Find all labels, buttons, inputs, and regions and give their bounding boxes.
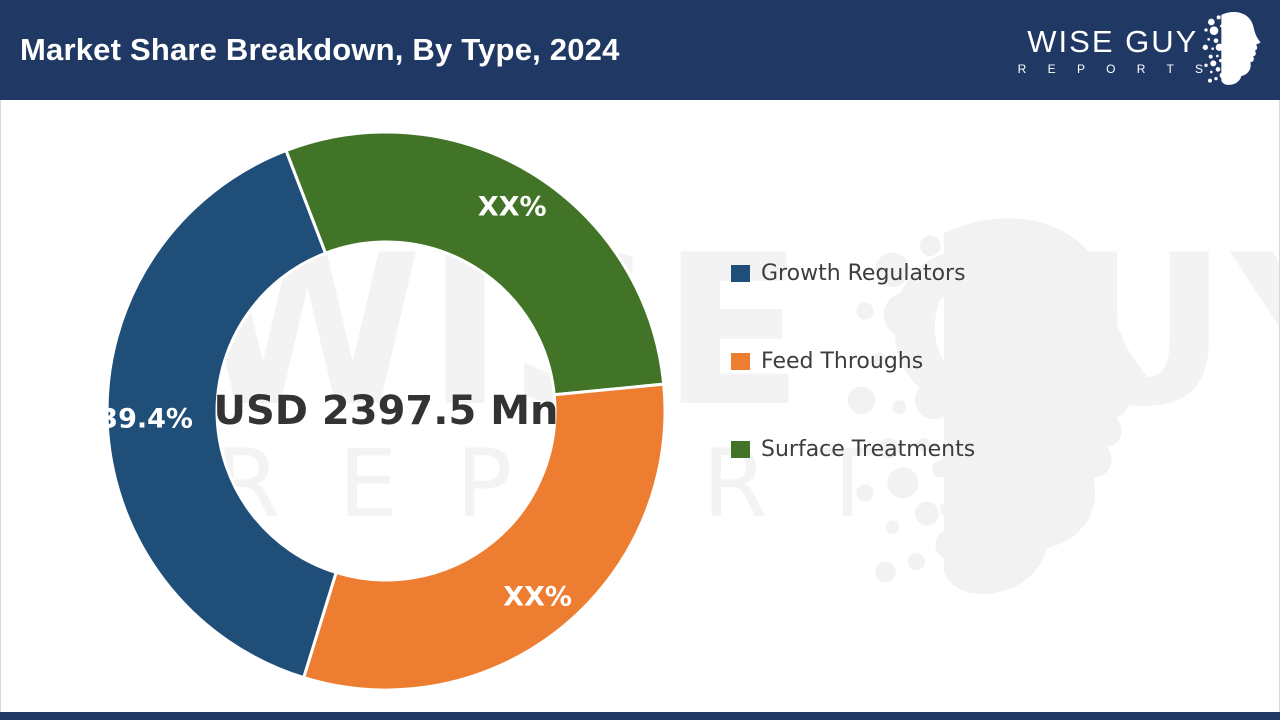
watermark-face-icon xyxy=(847,218,1147,594)
page-title: Market Share Breakdown, By Type, 2024 xyxy=(20,32,620,67)
legend-swatch-icon xyxy=(731,352,750,370)
legend-item-feed-throughs: Feed Throughs xyxy=(731,348,975,374)
brand-logo-text: WISE GUY R E P O R T S xyxy=(1014,24,1212,76)
segment-label-surface-treatments: XX% xyxy=(478,191,547,222)
chart-center-value: USD 2397.5 Mn xyxy=(213,388,559,434)
chart-legend: Growth Regulators Feed Throughs Surface … xyxy=(731,260,975,462)
brand-subname: R E P O R T S xyxy=(1017,62,1212,76)
segment-label-feed-throughs: XX% xyxy=(503,582,572,613)
segment-label-growth-regulators: 39.4% xyxy=(99,404,193,435)
donut-chart: XX% XX% 39.4% xyxy=(99,130,667,692)
footer-bar xyxy=(0,712,1280,720)
legend-label: Surface Treatments xyxy=(761,436,976,462)
dotted-face-icon xyxy=(1202,12,1261,85)
legend-swatch-icon xyxy=(731,264,750,282)
donut-segment-surface-treatments xyxy=(284,130,666,397)
legend-label: Growth Regulators xyxy=(761,260,966,286)
donut-segment-feed-throughs xyxy=(302,382,667,692)
donut-segment-growth-regulators xyxy=(105,149,338,680)
legend-item-surface-treatments: Surface Treatments xyxy=(731,436,975,462)
donut-chart-container: XX% XX% 39.4% xyxy=(86,111,686,712)
header-bar: Market Share Breakdown, By Type, 2024 WI… xyxy=(0,0,1280,100)
brand-logo: WISE GUY R E P O R T S xyxy=(1014,10,1266,90)
legend-label: Feed Throughs xyxy=(761,348,924,374)
legend-swatch-icon xyxy=(731,440,750,458)
brand-name: WISE GUY xyxy=(1027,24,1199,59)
legend-item-growth-regulators: Growth Regulators xyxy=(731,260,975,286)
